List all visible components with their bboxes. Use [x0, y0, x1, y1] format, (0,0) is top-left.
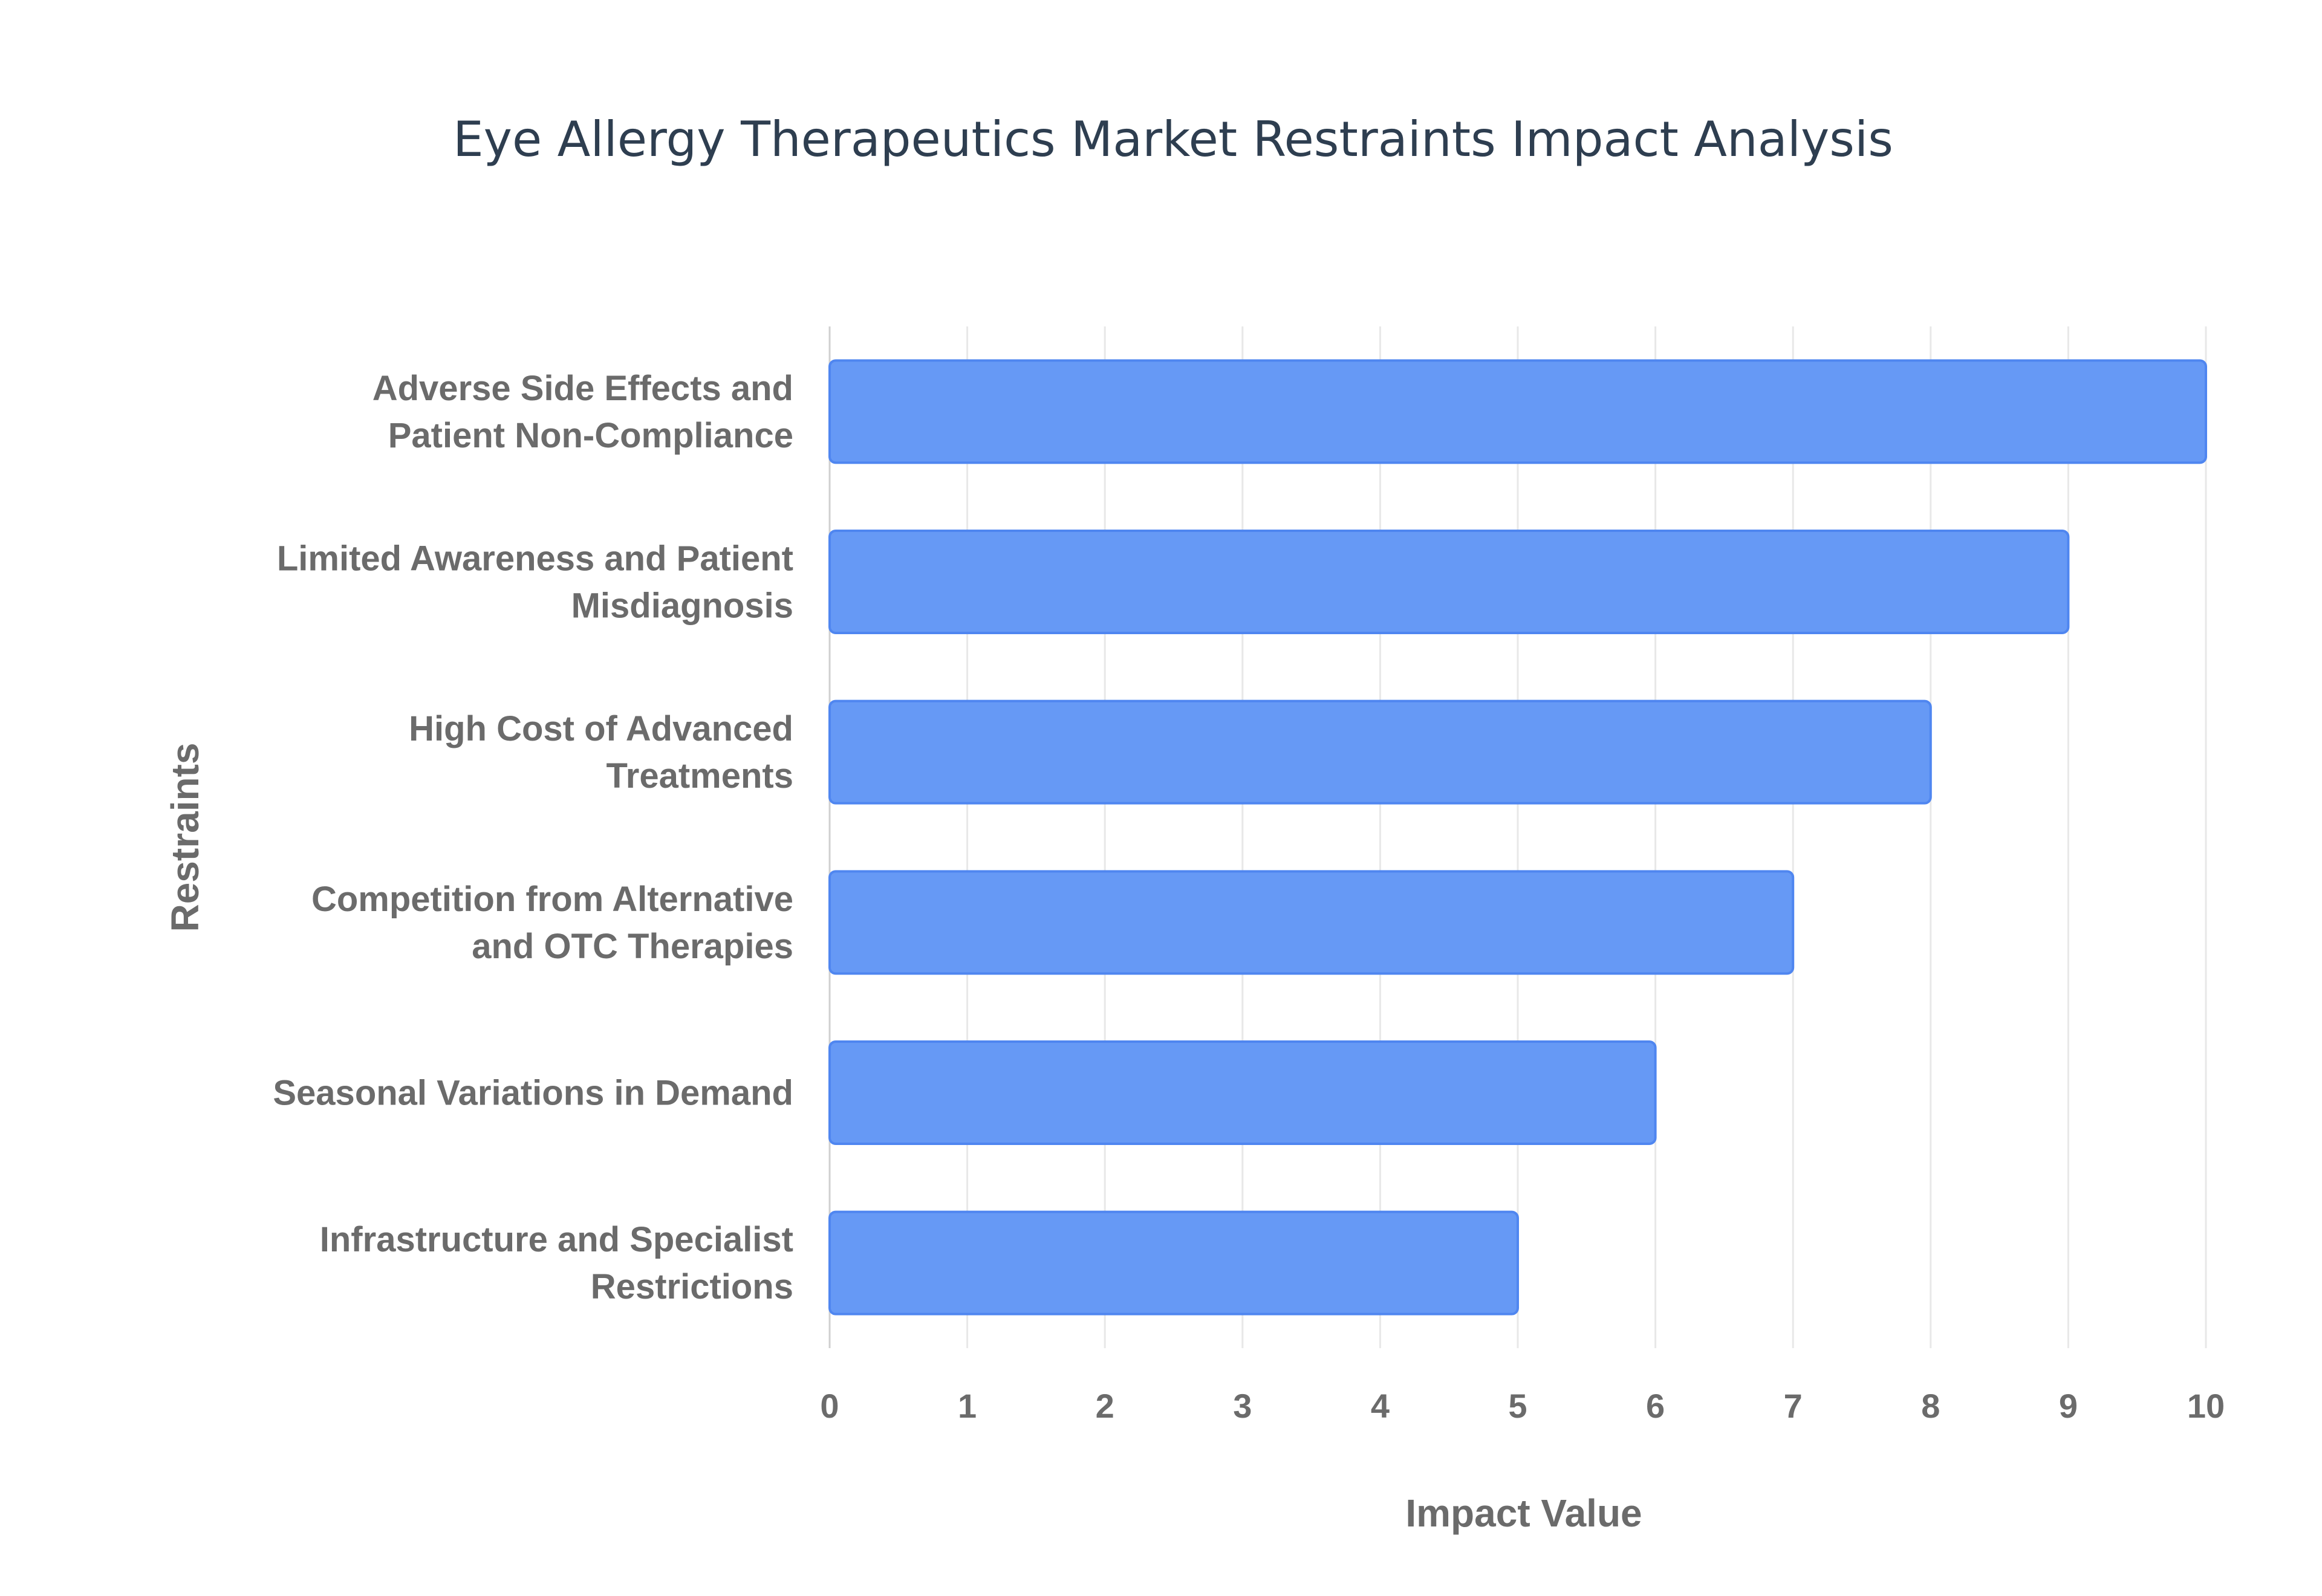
x-tick-label: 1 [958, 1387, 977, 1425]
x-tick-label: 10 [2187, 1387, 2225, 1425]
x-tick-label: 8 [1921, 1387, 1940, 1425]
bar [828, 699, 1932, 805]
y-tick-label: Seasonal Variations in Demand [273, 1074, 793, 1113]
y-tick-label-line: Limited Awareness and Patient [277, 539, 793, 579]
y-tick-label-line: Seasonal Variations in Demand [273, 1074, 793, 1113]
x-tick-label: 2 [1096, 1387, 1114, 1425]
y-tick-label-line: Competition from Alternative [311, 880, 793, 919]
y-tick-label-line: High Cost of Advanced [409, 709, 793, 748]
x-tick-label: 5 [1508, 1387, 1527, 1425]
y-tick-label-line: Adverse Side Effects and [372, 369, 793, 408]
y-tick-label-line: Restrictions [591, 1267, 793, 1306]
x-tick-labels: 0 1 2 3 4 5 6 7 8 9 10 [820, 1387, 2225, 1425]
y-tick-label: Limited Awareness and Patient Misdiagnosi… [277, 539, 793, 626]
grid-lines [828, 326, 2207, 1348]
x-tick-label: 7 [1784, 1387, 1803, 1425]
bar [828, 870, 1795, 975]
chart-title: Eye Allergy Therapeutics Market Restrain… [453, 111, 1893, 167]
y-tick-label: Competition from Alternative and OTC Ther… [311, 880, 793, 966]
y-tick-label: Infrastructure and Specialist Restriction… [320, 1220, 793, 1306]
x-tick-label: 4 [1371, 1387, 1390, 1425]
y-tick-label-line: and OTC Therapies [472, 927, 793, 966]
y-tick-label: High Cost of Advanced Treatments [409, 709, 793, 796]
x-tick-label: 6 [1646, 1387, 1665, 1425]
bar [828, 1210, 1519, 1315]
y-tick-label: Adverse Side Effects and Patient Non-Comp… [372, 369, 793, 455]
x-tick-label: 9 [2059, 1387, 2078, 1425]
x-tick-label: 0 [820, 1387, 839, 1425]
bars [828, 359, 2207, 1315]
bar [828, 530, 2070, 634]
bar [828, 359, 2207, 464]
x-tick-label: 3 [1233, 1387, 1252, 1425]
y-axis-label: Restraints [163, 743, 207, 932]
x-axis-label: Impact Value [1405, 1491, 1642, 1535]
y-tick-label-line: Misdiagnosis [571, 586, 793, 626]
y-tick-label-line: Patient Non-Compliance [388, 416, 793, 455]
y-tick-label-line: Treatments [607, 756, 793, 796]
bar [828, 1040, 1657, 1145]
y-tick-labels: Adverse Side Effects and Patient Non-Comp… [273, 369, 793, 1306]
y-tick-label-line: Infrastructure and Specialist [320, 1220, 793, 1259]
